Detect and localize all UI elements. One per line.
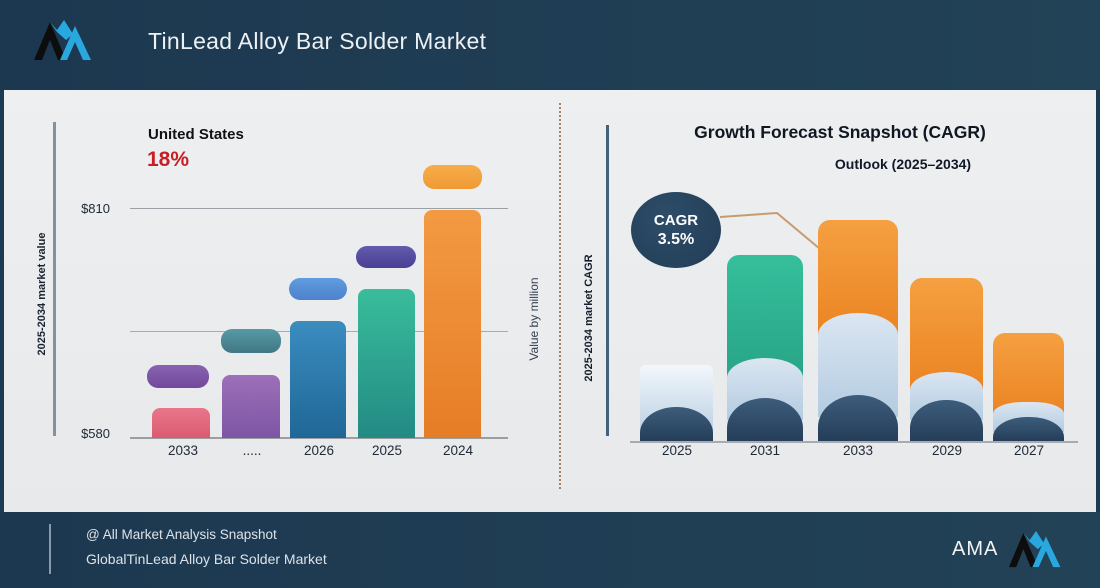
bar-2033-cap bbox=[147, 365, 209, 388]
x-tick: 2033 bbox=[167, 443, 199, 458]
dotted-divider bbox=[559, 103, 561, 489]
footer-bar: @ All Market Analysis Snapshot GlobalTin… bbox=[0, 512, 1100, 588]
stacked-bar-2029 bbox=[910, 278, 983, 442]
orange-segment bbox=[910, 278, 983, 390]
cagr-badge-label: CAGR bbox=[653, 211, 699, 229]
x-tick: 2024 bbox=[442, 443, 474, 458]
right-y-axis-label: 2025-2034 market CAGR bbox=[583, 254, 595, 382]
x-tick: 2031 bbox=[749, 443, 781, 458]
stacked-bar-2033 bbox=[818, 220, 898, 442]
x-tick: 2027 bbox=[1013, 443, 1045, 458]
bar-2025-cap bbox=[356, 246, 416, 268]
x-tick: 2025 bbox=[371, 443, 403, 458]
bar-2024 bbox=[424, 210, 481, 438]
y-tick-810: $810 bbox=[81, 201, 110, 216]
x-tick: 2025 bbox=[661, 443, 693, 458]
value-axis-label: Value by million bbox=[527, 277, 541, 361]
footer-report-line: GlobalTinLead Alloy Bar Solder Market bbox=[86, 551, 327, 567]
cagr-badge-value: 3.5% bbox=[657, 230, 695, 248]
navy-dome-segment bbox=[727, 398, 803, 442]
gridline-810 bbox=[130, 208, 508, 209]
left-chart-region-label: United States bbox=[148, 126, 244, 143]
right-chart-title: Growth Forecast Snapshot (CAGR) bbox=[694, 122, 986, 142]
left-chart-highlight-value: 18% bbox=[147, 148, 190, 171]
bar-2026-cap bbox=[289, 278, 347, 300]
x-tick: 2029 bbox=[931, 443, 963, 458]
ama-logo-icon bbox=[34, 20, 91, 60]
callout-connector-line bbox=[719, 211, 821, 250]
x-tick: 2026 bbox=[303, 443, 335, 458]
navy-dome-segment bbox=[818, 395, 898, 442]
x-tick: ..... bbox=[242, 443, 262, 458]
bar-2025 bbox=[358, 289, 415, 438]
left-x-axis-line bbox=[130, 437, 508, 439]
stacked-bar-2031 bbox=[727, 255, 803, 442]
right-x-axis-line bbox=[630, 441, 1078, 443]
bar-2026 bbox=[290, 321, 346, 438]
right-y-axis-line bbox=[606, 125, 609, 436]
bar-dots bbox=[222, 375, 280, 438]
header-bar: TinLead Alloy Bar Solder Market bbox=[0, 0, 1100, 90]
navy-dome-segment bbox=[640, 407, 713, 442]
left-y-axis-label: 2025-2034 market value bbox=[36, 232, 48, 356]
footer-source-line: @ All Market Analysis Snapshot bbox=[86, 527, 277, 542]
x-tick: 2033 bbox=[842, 443, 874, 458]
cagr-badge: CAGR 3.5% bbox=[631, 192, 721, 268]
orange-segment bbox=[993, 333, 1064, 415]
ama-logo-icon bbox=[1008, 531, 1061, 568]
bar-2033 bbox=[152, 408, 210, 438]
stacked-bar-2027 bbox=[993, 333, 1064, 442]
footer-brand-text: AMA bbox=[952, 538, 999, 560]
y-tick-580: $580 bbox=[81, 426, 110, 441]
navy-dome-segment bbox=[993, 417, 1064, 442]
bar-2024-cap bbox=[423, 165, 482, 189]
stacked-bar-2025 bbox=[640, 365, 713, 442]
right-chart-subtitle: Outlook (2025–2034) bbox=[834, 156, 972, 172]
page-title: TinLead Alloy Bar Solder Market bbox=[148, 28, 487, 54]
navy-dome-segment bbox=[910, 400, 983, 442]
bar-dots-cap bbox=[221, 329, 281, 353]
left-y-axis-line bbox=[53, 122, 56, 436]
footer-divider-line bbox=[49, 524, 51, 574]
